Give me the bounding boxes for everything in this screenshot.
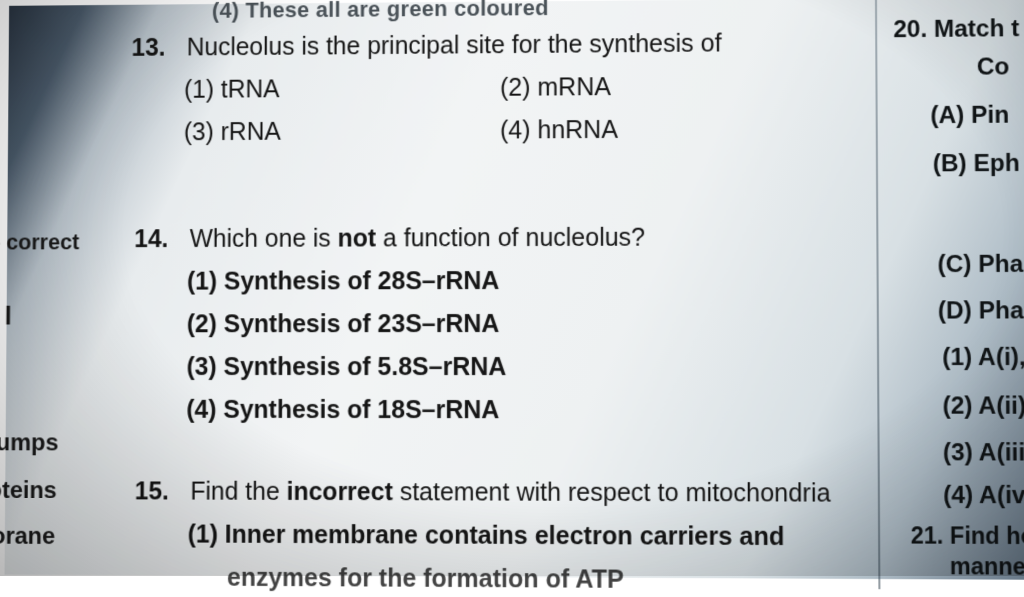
q14-number: 14. xyxy=(134,225,185,254)
q13-options: (1) tRNA (2) mRNA (3) rRNA (4) hnRNA xyxy=(184,72,801,147)
q14-text-bold: not xyxy=(338,225,377,253)
main-question-column: (4) These all are green coloured 13. Nuc… xyxy=(111,0,879,579)
q14-text: Which one is not a function of nucleolus… xyxy=(190,224,646,254)
q20-opt-b: (B) Eph xyxy=(933,150,1020,179)
q15-number: 15. xyxy=(135,477,186,506)
prev-question-tail: (4) These all are green coloured xyxy=(212,0,549,24)
q15-opt-1-line1: (1) Inner membrane contains electron car… xyxy=(188,521,831,553)
q15-options: (1) Inner membrane contains electron car… xyxy=(187,521,831,597)
q13-opt-2: (2) mRNA xyxy=(500,72,801,103)
q20-ans-4: (4) A(iv xyxy=(943,482,1024,511)
q13-number: 13. xyxy=(131,34,182,63)
q14-opt-2: (2) Synthesis of 23S–rRNA xyxy=(187,310,646,339)
q20-ans-2: (2) A(ii) xyxy=(942,392,1024,420)
q14-text-pre: Which one is xyxy=(190,225,338,253)
q14-text-post: a function of nucleolus? xyxy=(376,224,645,253)
q14-opt-3: (3) Synthesis of 5.8S–rRNA xyxy=(187,353,646,382)
q14-options: (1) Synthesis of 28S–rRNA (2) Synthesis … xyxy=(186,267,645,426)
q20-opt-d: (D) Pha xyxy=(938,297,1024,325)
q15-text-pre: Find the xyxy=(190,478,286,506)
q15-text-post: statement with respect to mitochondria xyxy=(393,478,831,508)
left-margin-fragments: the correct l umps oteins orane xyxy=(5,5,117,575)
q13-opt-4: (4) hnRNA xyxy=(500,115,801,146)
q20-header: 20. Match t xyxy=(893,15,1019,44)
q20-ans-3: (3) A(iii xyxy=(943,439,1024,468)
question-13: 13. Nucleolus is the principal site for … xyxy=(131,29,801,147)
q13-opt-3: (3) rRNA xyxy=(184,117,480,147)
q20-opt-a: (A) Pin xyxy=(930,102,1009,131)
q20-ans-1: (1) A(i), xyxy=(942,344,1024,372)
question-15: 15. Find the incorrect statement with re… xyxy=(134,477,831,596)
q15-opt-1-line2: enzymes for the formation of ATP xyxy=(227,564,831,596)
right-question-column: 20. Match t Co (A) Pin (B) Eph (C) Pha (… xyxy=(881,0,1024,580)
q20-opt-c: (C) Pha xyxy=(937,251,1023,279)
frag-orane: orane xyxy=(0,523,55,551)
q14-opt-4: (4) Synthesis of 18S–rRNA xyxy=(186,396,645,426)
q15-text-bold: incorrect xyxy=(286,478,392,506)
frag-oteins: oteins xyxy=(0,477,57,505)
frag-the-correct: the correct xyxy=(0,230,79,256)
frag-umps: umps xyxy=(0,429,59,457)
q13-opt-1: (1) tRNA xyxy=(184,74,480,105)
q14-opt-1: (1) Synthesis of 28S–rRNA xyxy=(187,267,645,297)
q15-text: Find the incorrect statement with respec… xyxy=(190,478,830,509)
q20-co: Co xyxy=(977,53,1010,81)
q21-header: 21. Find ho xyxy=(911,522,1024,550)
q21-manner: manner xyxy=(950,553,1024,581)
question-14: 14. Which one is not a function of nucle… xyxy=(133,224,645,426)
frag-l: l xyxy=(5,301,12,332)
q13-text: Nucleolus is the principal site for the … xyxy=(187,30,722,63)
